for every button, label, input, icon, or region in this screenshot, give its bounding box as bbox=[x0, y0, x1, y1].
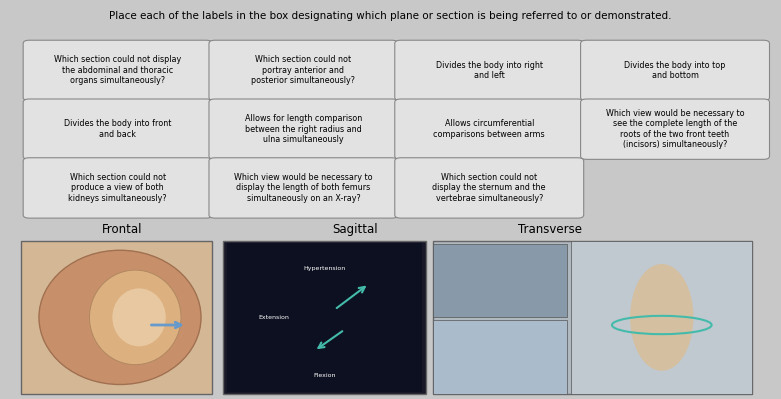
Text: Transverse: Transverse bbox=[518, 223, 582, 236]
Ellipse shape bbox=[90, 270, 181, 365]
Text: Flexion: Flexion bbox=[313, 373, 336, 378]
FancyBboxPatch shape bbox=[433, 244, 567, 317]
FancyBboxPatch shape bbox=[571, 241, 752, 394]
FancyBboxPatch shape bbox=[223, 241, 426, 394]
Text: Allows for length comparison
between the right radius and
ulna simultaneously: Allows for length comparison between the… bbox=[244, 114, 362, 144]
Ellipse shape bbox=[39, 250, 201, 385]
FancyBboxPatch shape bbox=[209, 40, 398, 101]
Text: Extension: Extension bbox=[259, 315, 289, 320]
Text: Which section could not
produce a view of both
kidneys simultaneously?: Which section could not produce a view o… bbox=[68, 173, 167, 203]
Text: Place each of the labels in the box designating which plane or section is being : Place each of the labels in the box desi… bbox=[109, 11, 672, 21]
Text: Divides the body into top
and bottom: Divides the body into top and bottom bbox=[624, 61, 726, 80]
Text: Which section could not
portray anterior and
posterior simultaneously?: Which section could not portray anterior… bbox=[251, 55, 355, 85]
Text: Divides the body into right
and left: Divides the body into right and left bbox=[436, 61, 543, 80]
FancyBboxPatch shape bbox=[433, 320, 567, 394]
Text: Which view would be necessary to
see the complete length of the
roots of the two: Which view would be necessary to see the… bbox=[606, 109, 744, 149]
Ellipse shape bbox=[630, 264, 694, 371]
FancyBboxPatch shape bbox=[580, 99, 769, 159]
FancyBboxPatch shape bbox=[394, 158, 583, 218]
FancyBboxPatch shape bbox=[209, 99, 398, 159]
FancyBboxPatch shape bbox=[23, 40, 212, 101]
Text: Which view would be necessary to
display the length of both femurs
simultaneousl: Which view would be necessary to display… bbox=[234, 173, 373, 203]
Text: Hypertension: Hypertension bbox=[303, 266, 345, 271]
FancyBboxPatch shape bbox=[227, 243, 422, 392]
Text: Which section could not
display the sternum and the
vertebrae simultaneously?: Which section could not display the ster… bbox=[433, 173, 546, 203]
Text: Divides the body into front
and back: Divides the body into front and back bbox=[64, 119, 171, 139]
Text: Frontal: Frontal bbox=[102, 223, 142, 236]
Text: Allows circumferential
comparisons between arms: Allows circumferential comparisons betwe… bbox=[433, 119, 545, 139]
FancyBboxPatch shape bbox=[23, 158, 212, 218]
FancyBboxPatch shape bbox=[21, 241, 212, 394]
FancyBboxPatch shape bbox=[23, 99, 212, 159]
FancyBboxPatch shape bbox=[209, 158, 398, 218]
FancyBboxPatch shape bbox=[580, 40, 769, 101]
FancyBboxPatch shape bbox=[433, 241, 752, 394]
Ellipse shape bbox=[112, 288, 166, 346]
FancyBboxPatch shape bbox=[394, 99, 583, 159]
Text: Sagittal: Sagittal bbox=[333, 223, 378, 236]
Text: Which section could not display
the abdominal and thoracic
organs simultaneously: Which section could not display the abdo… bbox=[54, 55, 181, 85]
FancyBboxPatch shape bbox=[394, 40, 583, 101]
